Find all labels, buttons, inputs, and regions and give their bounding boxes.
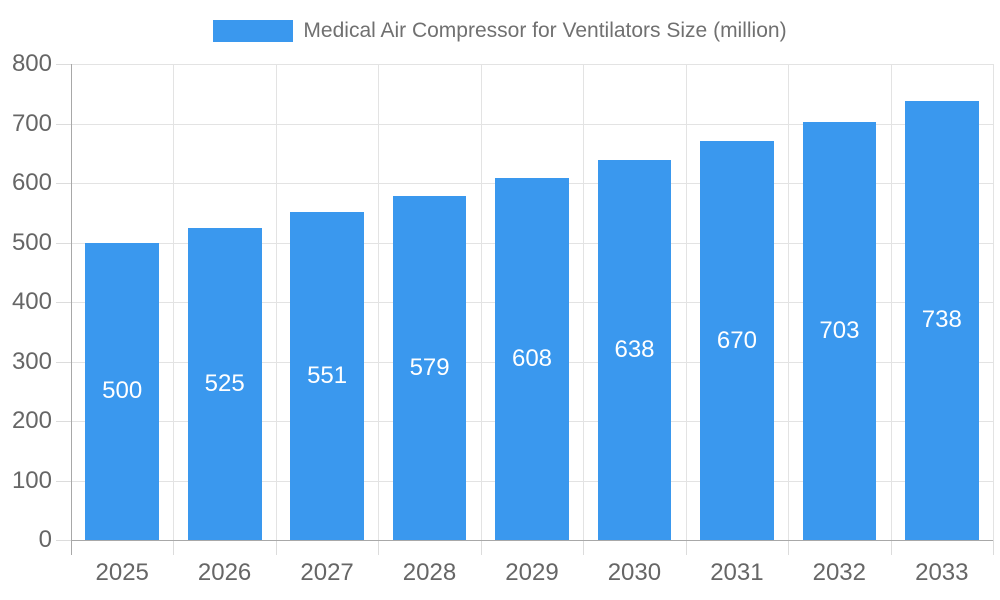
x-tick [891, 540, 892, 555]
x-gridline [993, 64, 994, 540]
x-tick-label: 2029 [505, 559, 559, 586]
x-tick-label: 2031 [710, 559, 764, 586]
y-tick [56, 421, 71, 422]
bar[interactable]: 670 [700, 141, 774, 540]
bar[interactable]: 551 [290, 212, 364, 540]
x-gridline [788, 64, 789, 540]
x-tick-label: 2026 [197, 559, 252, 586]
legend-swatch [213, 20, 294, 42]
y-tick [56, 183, 71, 184]
chart-legend[interactable]: Medical Air Compressor for Ventilators S… [0, 18, 1000, 44]
y-tick [56, 540, 71, 541]
x-tick [481, 540, 482, 555]
x-tick [686, 540, 687, 555]
bar-value-label: 738 [921, 306, 962, 334]
y-tick-label: 300 [11, 347, 52, 375]
y-gridline [71, 64, 993, 65]
x-tick [276, 540, 277, 555]
x-axis-line [71, 540, 993, 541]
x-gridline [276, 64, 277, 540]
x-gridline [378, 64, 379, 540]
legend-label: Medical Air Compressor for Ventilators S… [303, 19, 787, 42]
y-tick [56, 123, 71, 125]
y-tick [56, 242, 71, 244]
bar-value-label: 670 [716, 326, 757, 354]
x-tick-label: 2030 [607, 559, 662, 586]
bar[interactable]: 608 [495, 178, 569, 540]
bar[interactable]: 525 [187, 227, 262, 540]
y-tick [56, 480, 71, 482]
plot-area: 500 525 551 579 608 638 670 703 738 [71, 64, 994, 540]
x-gridline [686, 64, 687, 540]
bar[interactable]: 579 [392, 195, 467, 540]
x-tick-label: 2032 [812, 559, 866, 586]
x-tick [583, 540, 584, 555]
x-gridline [891, 64, 892, 540]
y-gridline [71, 123, 993, 125]
bar-value-label: 551 [307, 362, 348, 390]
y-tick-label: 400 [11, 288, 52, 315]
bar-value-label: 579 [409, 353, 450, 381]
bar-value-label: 638 [614, 336, 655, 364]
x-tick-label: 2025 [95, 559, 149, 586]
y-tick-label: 0 [38, 526, 52, 553]
x-tick-label: 2028 [402, 559, 457, 586]
x-tick [788, 540, 789, 555]
y-tick-label: 800 [11, 50, 52, 77]
bar-value-label: 608 [511, 345, 553, 373]
y-tick-label: 700 [11, 109, 52, 137]
bar-value-label: 500 [102, 377, 143, 405]
x-tick [173, 540, 174, 555]
bar[interactable]: 638 [597, 160, 672, 540]
y-tick-label: 200 [11, 407, 52, 434]
x-gridline [583, 64, 584, 540]
x-tick-label: 2027 [300, 559, 354, 586]
x-tick [378, 540, 379, 555]
bar[interactable]: 500 [85, 242, 160, 540]
y-tick [56, 64, 71, 65]
x-gridline [481, 64, 482, 540]
bar[interactable]: 703 [802, 121, 877, 540]
y-tick [56, 361, 71, 363]
y-axis-line [71, 64, 72, 555]
y-tick-label: 500 [11, 228, 52, 256]
x-tick [993, 540, 994, 555]
bar-value-label: 525 [204, 369, 245, 397]
x-gridline [173, 64, 174, 540]
y-tick-label: 600 [11, 169, 52, 196]
y-tick-label: 100 [11, 466, 52, 494]
y-tick [56, 302, 71, 303]
x-tick-label: 2033 [915, 559, 969, 586]
bar[interactable]: 738 [904, 100, 979, 540]
bar-value-label: 703 [819, 316, 860, 344]
